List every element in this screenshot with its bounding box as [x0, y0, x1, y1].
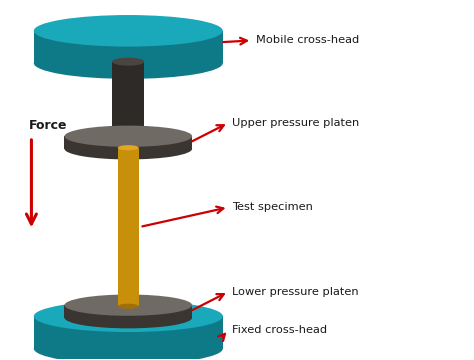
- Ellipse shape: [118, 303, 139, 309]
- Ellipse shape: [64, 307, 192, 328]
- Polygon shape: [34, 31, 223, 63]
- Ellipse shape: [34, 47, 223, 79]
- Text: Upper pressure platen: Upper pressure platen: [232, 118, 359, 128]
- Ellipse shape: [112, 58, 145, 66]
- Ellipse shape: [64, 138, 192, 159]
- Polygon shape: [64, 136, 192, 149]
- Text: Lower pressure platen: Lower pressure platen: [232, 287, 359, 297]
- Ellipse shape: [34, 15, 223, 46]
- Ellipse shape: [64, 126, 192, 147]
- Polygon shape: [34, 316, 223, 348]
- Text: Mobile cross-head: Mobile cross-head: [256, 35, 359, 45]
- Polygon shape: [64, 305, 192, 318]
- Ellipse shape: [112, 133, 145, 141]
- Ellipse shape: [64, 294, 192, 316]
- Ellipse shape: [34, 333, 223, 360]
- Text: Force: Force: [29, 118, 68, 132]
- Polygon shape: [118, 148, 139, 306]
- Polygon shape: [112, 62, 145, 137]
- Text: Test specimen: Test specimen: [232, 202, 313, 212]
- Text: Fixed cross-head: Fixed cross-head: [232, 325, 328, 335]
- Ellipse shape: [34, 301, 223, 332]
- Ellipse shape: [118, 145, 139, 150]
